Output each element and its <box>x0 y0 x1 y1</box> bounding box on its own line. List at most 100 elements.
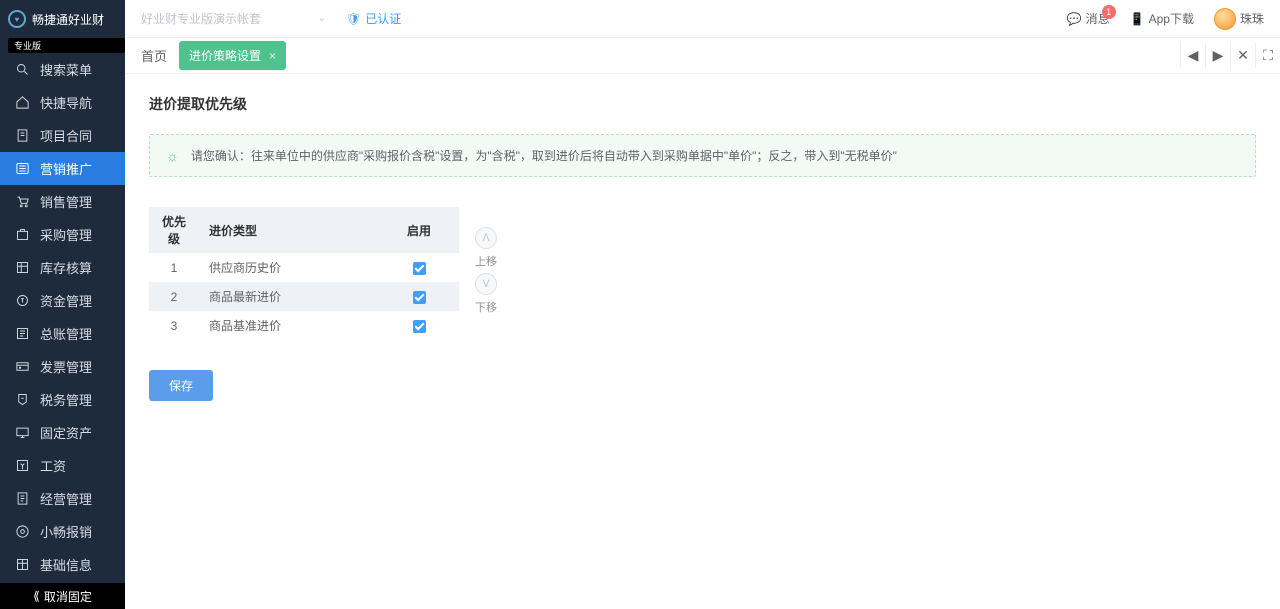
stock-icon <box>14 260 30 276</box>
sidebar-item-label: 基础信息 <box>40 555 92 574</box>
topbar: 好业财专业版演示帐套 ⌄ 🛡 已认证 💬 消息 1 📱 App下载 <box>125 0 1280 38</box>
sidebar-item-home[interactable]: 快捷导航 <box>0 86 125 119</box>
download-button[interactable]: 📱 App下载 <box>1130 10 1194 27</box>
alert-text: 请您确认：往来单位中的供应商"采购报价含税"设置，为"含税"，取到进价后将自动带… <box>191 147 897 164</box>
unpin-button[interactable]: ⟪ 取消固定 <box>0 583 125 609</box>
sidebar-item-label: 资金管理 <box>40 291 92 310</box>
sidebar-item-cart[interactable]: 销售管理 <box>0 185 125 218</box>
chevron-down-icon: ⌄ <box>318 13 326 24</box>
sidebar-item-label: 经营管理 <box>40 489 92 508</box>
sidebar-item-salary[interactable]: 工资 <box>0 449 125 482</box>
verified-badge: 🛡 已认证 <box>346 10 401 27</box>
checkbox-on-icon[interactable] <box>413 262 426 275</box>
contract-icon <box>14 128 30 144</box>
notify-button[interactable]: 💬 消息 1 <box>1067 10 1110 27</box>
sidebar-item-label: 销售管理 <box>40 192 92 211</box>
tax-icon <box>14 392 30 408</box>
sidebar-item-base[interactable]: 基础信息 <box>0 548 125 581</box>
col-priority: 优先级 <box>149 207 199 253</box>
search-icon <box>14 62 30 78</box>
checkbox-on-icon[interactable] <box>413 291 426 304</box>
cart-icon <box>14 194 30 210</box>
tab-prev-button[interactable]: ◀ <box>1180 43 1205 68</box>
cell-priority: 3 <box>149 311 199 340</box>
sidebar-item-stock[interactable]: 库存核算 <box>0 251 125 284</box>
base-icon <box>14 557 30 573</box>
sidebar-item-label: 小畅报销 <box>40 522 92 541</box>
content: 进价提取优先级 ☼ 请您确认：往来单位中的供应商"采购报价含税"设置，为"含税"… <box>125 74 1280 609</box>
main: 好业财专业版演示帐套 ⌄ 🛡 已认证 💬 消息 1 📱 App下载 <box>125 0 1280 609</box>
sidebar-item-invoice[interactable]: 发票管理 <box>0 350 125 383</box>
message-icon: 💬 <box>1067 12 1082 26</box>
account-name: 好业财专业版演示帐套 <box>141 10 261 27</box>
salary-icon <box>14 458 30 474</box>
col-enabled: 启用 <box>379 207 459 253</box>
logo-area: ♥ 畅捷通好业财 专业版 <box>0 0 125 53</box>
sidebar-item-fund[interactable]: 资金管理 <box>0 284 125 317</box>
user-menu[interactable]: 珠珠 <box>1214 8 1264 30</box>
sidebar-item-label: 工资 <box>40 456 66 475</box>
sidebar-item-label: 总账管理 <box>40 324 92 343</box>
tab-next-button[interactable]: ▶ <box>1205 43 1230 68</box>
page-title: 进价提取优先级 <box>149 94 1256 114</box>
cell-priority: 1 <box>149 253 199 282</box>
purchase-icon <box>14 227 30 243</box>
fullscreen-button[interactable]: ⛶ <box>1255 43 1280 68</box>
fund-icon <box>14 293 30 309</box>
sidebar-item-ledger[interactable]: 总账管理 <box>0 317 125 350</box>
sidebar-item-search[interactable]: 搜索菜单 <box>0 53 125 86</box>
sidebar-item-label: 搜索菜单 <box>40 60 92 79</box>
sidebar-item-asset[interactable]: 固定资产 <box>0 416 125 449</box>
account-select[interactable]: 好业财专业版演示帐套 ⌄ <box>141 10 326 27</box>
table-row[interactable]: 3商品基准进价 <box>149 311 459 340</box>
sidebar-item-tax[interactable]: 税务管理 <box>0 383 125 416</box>
close-icon[interactable]: × <box>269 49 276 63</box>
sidebar-item-label: 快捷导航 <box>40 93 92 112</box>
table-row[interactable]: 1供应商历史价 <box>149 253 459 282</box>
checkbox-on-icon[interactable] <box>413 320 426 333</box>
phone-icon: 📱 <box>1130 12 1145 26</box>
move-up-button[interactable]: ᐱ <box>475 227 497 249</box>
sidebar-item-system[interactable]: 系统管理 <box>0 581 125 583</box>
tab-active[interactable]: 进价策略设置 × <box>179 41 286 70</box>
invoice-icon <box>14 359 30 375</box>
tab-close-all-button[interactable]: ✕ <box>1230 43 1255 68</box>
sidebar-items: 搜索菜单快捷导航项目合同营销推广销售管理采购管理库存核算资金管理总账管理发票管理… <box>0 53 125 583</box>
sidebar-item-label: 采购管理 <box>40 225 92 244</box>
move-down-button[interactable]: ᐯ <box>475 273 497 295</box>
move-down-label: 下移 <box>475 299 497 315</box>
verified-label: 已认证 <box>365 10 401 27</box>
tab-active-label: 进价策略设置 <box>189 47 261 64</box>
priority-table: 优先级 进价类型 启用 1供应商历史价2商品最新进价3商品基准进价 <box>149 207 459 340</box>
unpin-label: 取消固定 <box>44 588 92 605</box>
sidebar-item-megaphone[interactable]: 营销推广 <box>0 152 125 185</box>
ledger-icon <box>14 326 30 342</box>
sidebar-item-purchase[interactable]: 采购管理 <box>0 218 125 251</box>
sidebar-item-label: 固定资产 <box>40 423 92 442</box>
move-controls: ᐱ 上移 ᐯ 下移 <box>475 227 497 315</box>
sidebar-item-label: 项目合同 <box>40 126 92 145</box>
table-row[interactable]: 2商品最新进价 <box>149 282 459 311</box>
sidebar-item-contract[interactable]: 项目合同 <box>0 119 125 152</box>
cell-priority: 2 <box>149 282 199 311</box>
cell-enabled <box>379 311 459 340</box>
sidebar-item-label: 库存核算 <box>40 258 92 277</box>
megaphone-icon <box>14 161 30 177</box>
tab-home[interactable]: 首页 <box>141 42 167 69</box>
move-up-label: 上移 <box>475 253 497 269</box>
shield-icon: 🛡 <box>346 12 361 26</box>
notify-badge: 1 <box>1102 5 1116 19</box>
cell-type: 商品基准进价 <box>199 311 379 340</box>
alert-box: ☼ 请您确认：往来单位中的供应商"采购报价含税"设置，为"含税"，取到进价后将自… <box>149 134 1256 177</box>
col-type: 进价类型 <box>199 207 379 253</box>
sidebar-item-label: 营销推广 <box>40 159 92 178</box>
tabbar: 首页 进价策略设置 × ◀ ▶ ✕ ⛶ <box>125 38 1280 74</box>
avatar <box>1214 8 1236 30</box>
sidebar-item-operation[interactable]: 经营管理 <box>0 482 125 515</box>
sidebar-item-reimburse[interactable]: 小畅报销 <box>0 515 125 548</box>
download-label: App下载 <box>1149 10 1194 27</box>
save-button[interactable]: 保存 <box>149 370 213 401</box>
home-icon <box>14 95 30 111</box>
user-name: 珠珠 <box>1240 10 1264 27</box>
sidebar: ♥ 畅捷通好业财 专业版 搜索菜单快捷导航项目合同营销推广销售管理采购管理库存核… <box>0 0 125 609</box>
